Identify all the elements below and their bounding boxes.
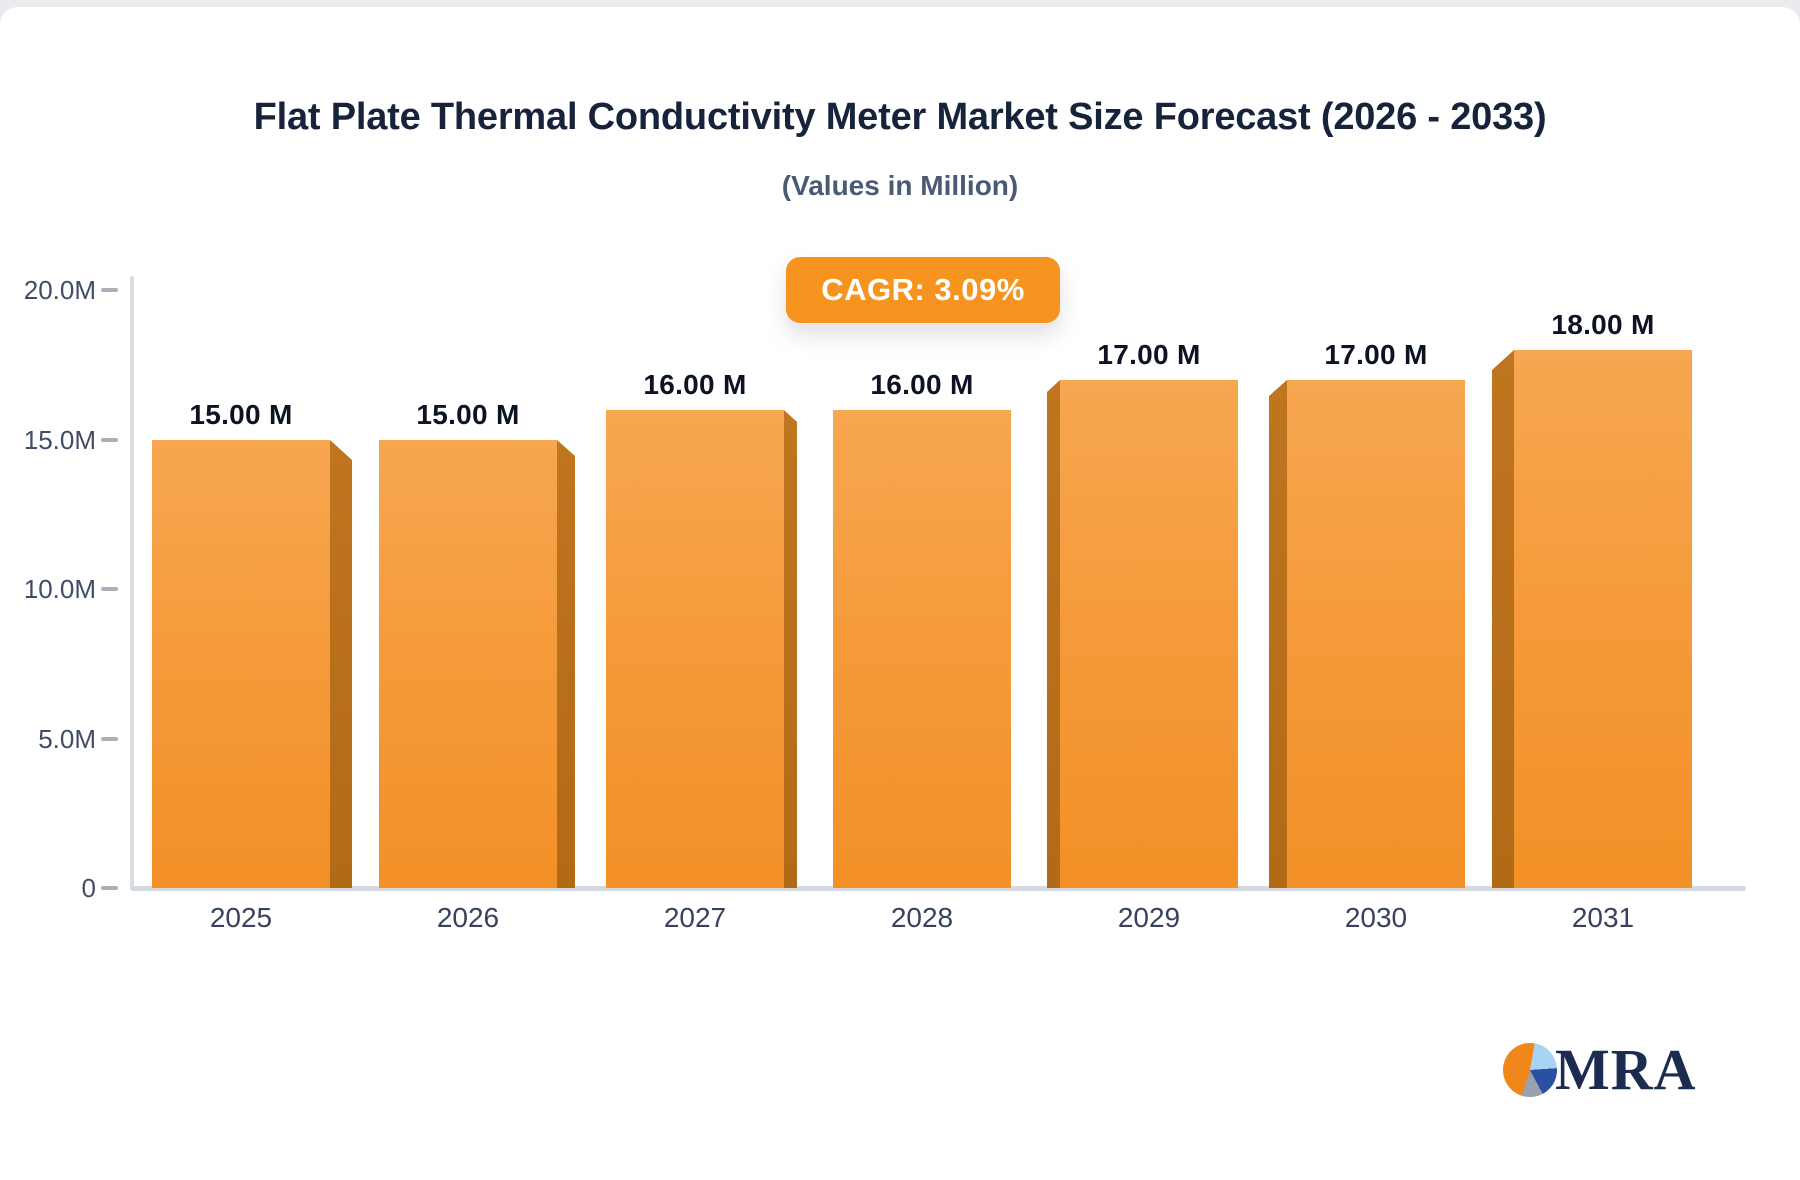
x-axis-label: 2028 [890, 902, 954, 933]
bar-value-label: 15.00 M [416, 399, 520, 430]
chart-canvas: Flat Plate Thermal Conductivity Meter Ma… [23, 96, 1746, 1100]
chart-subtitle: (Values in Million) [781, 170, 1019, 201]
bar-3d-side [784, 410, 797, 888]
bar-face [379, 440, 557, 888]
bar-face [606, 410, 784, 888]
y-tick-mark [101, 886, 118, 890]
bar-2028[interactable] [833, 410, 1011, 888]
y-tick-mark [101, 438, 118, 442]
bar-3d-side [1269, 380, 1287, 888]
x-axis-label: 2030 [1344, 902, 1408, 933]
bar-2027[interactable] [606, 410, 797, 888]
x-axis-label: 2026 [436, 902, 500, 933]
y-tick-label: 15.0M [23, 425, 96, 455]
y-tick-label: 0 [81, 873, 96, 903]
bar-value-label: 17.00 M [1097, 339, 1201, 370]
x-axis-label: 2029 [1117, 902, 1181, 933]
bar-value-label: 18.00 M [1551, 309, 1655, 340]
y-tick-label: 5.0M [38, 724, 96, 754]
bar-value-label: 17.00 M [1324, 339, 1428, 370]
bar-2030[interactable] [1269, 380, 1465, 888]
bar-3d-side [1047, 380, 1060, 888]
bar-face [833, 410, 1011, 888]
bar-face [1060, 380, 1238, 888]
bar-2031[interactable] [1492, 350, 1692, 888]
y-axis-line [130, 276, 134, 890]
x-axis-line [130, 886, 1746, 891]
cagr-badge: CAGR: 3.09% [786, 257, 1060, 323]
bar-3d-side [330, 440, 352, 888]
bar-face [1287, 380, 1465, 888]
y-tick-label: 20.0M [23, 275, 96, 305]
y-tick-mark [101, 587, 118, 591]
bar-2026[interactable] [379, 440, 575, 888]
bar-2025[interactable] [152, 440, 352, 888]
y-tick-mark [101, 737, 118, 741]
bar-2029[interactable] [1047, 380, 1238, 888]
bar-value-label: 16.00 M [643, 369, 747, 400]
chart-title: Flat Plate Thermal Conductivity Meter Ma… [253, 96, 1547, 138]
bar-3d-side [557, 440, 575, 888]
brand-logo: MRA [1503, 1040, 1697, 1100]
x-axis-label: 2027 [663, 902, 727, 933]
logo-pie-icon [1503, 1043, 1557, 1097]
y-tick-label: 10.0M [23, 574, 96, 604]
x-axis-label: 2025 [209, 902, 273, 933]
x-axis-label: 2031 [1571, 902, 1635, 933]
bar-value-label: 15.00 M [189, 399, 293, 430]
bar-value-label: 16.00 M [870, 369, 974, 400]
y-tick-mark [101, 288, 118, 292]
bar-face [152, 440, 330, 888]
bar-3d-side [1492, 350, 1514, 888]
bar-face [1514, 350, 1692, 888]
logo-text: MRA [1555, 1037, 1697, 1102]
